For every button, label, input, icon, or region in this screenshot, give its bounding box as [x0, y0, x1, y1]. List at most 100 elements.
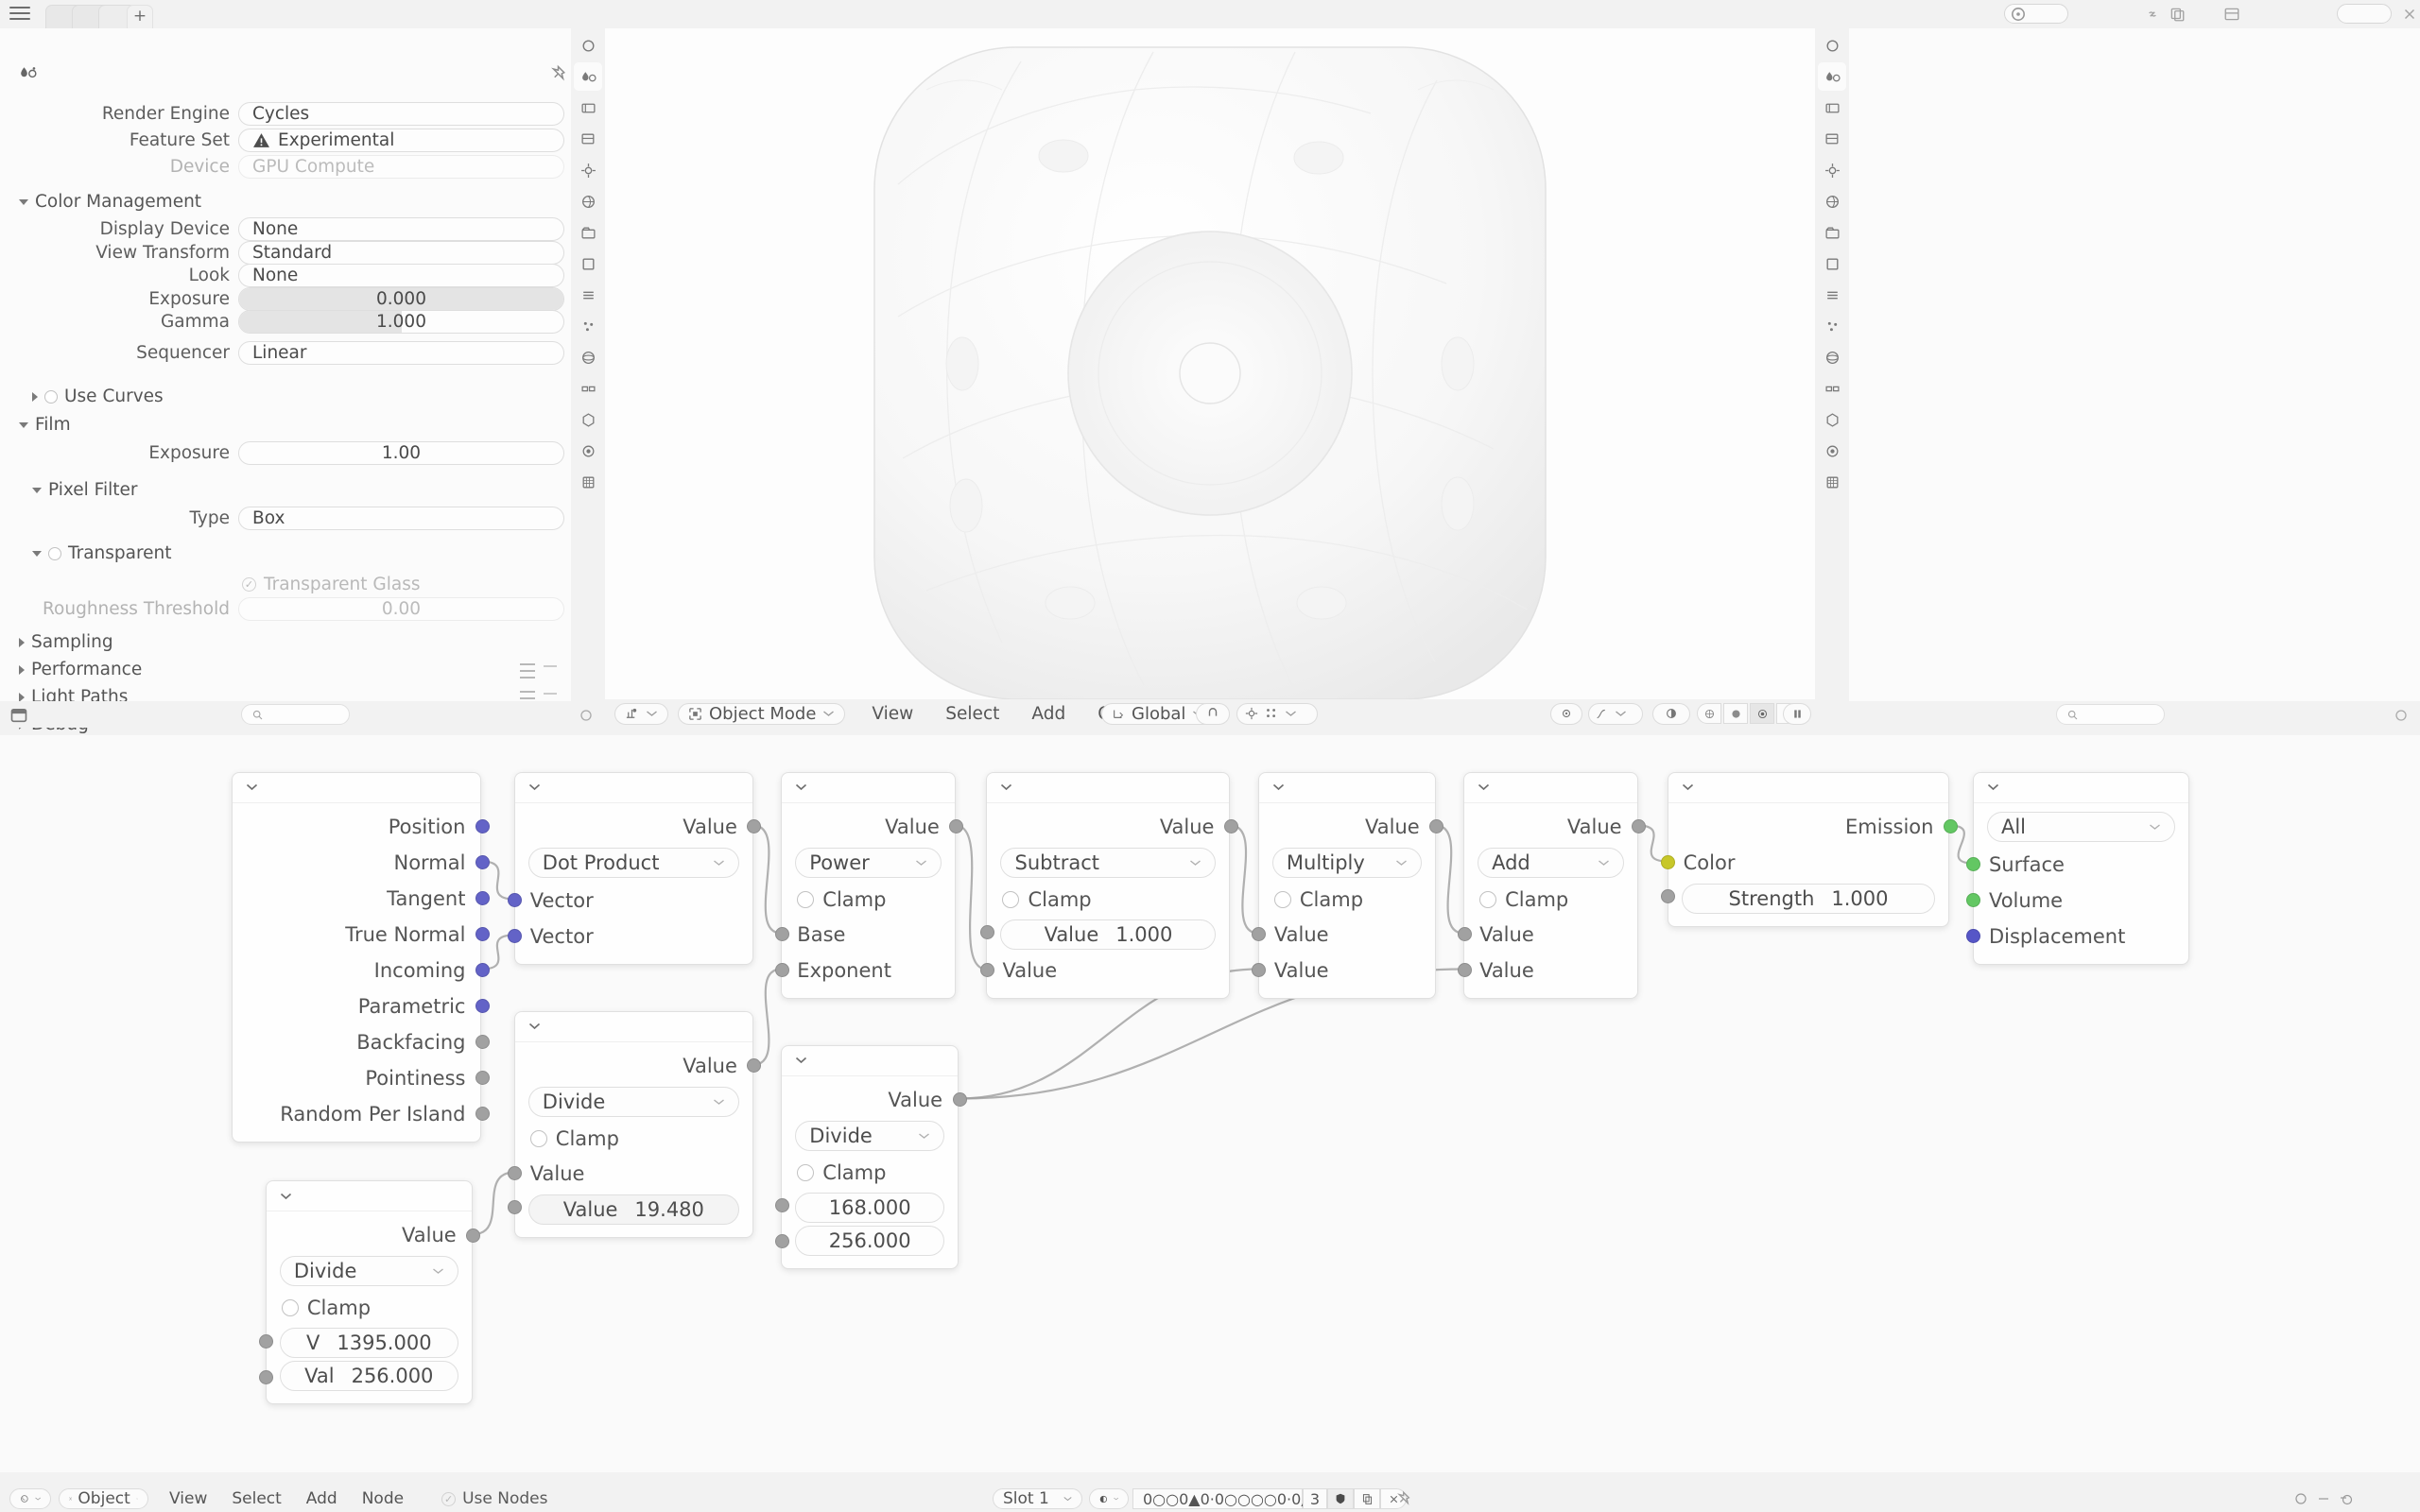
chevron-down-icon[interactable] — [280, 1193, 292, 1200]
node-operation-dropdown[interactable]: Dot Product — [527, 847, 739, 878]
shading-type-selector[interactable] — [9, 1488, 51, 1509]
node-output-row[interactable]: Tangent — [233, 881, 481, 917]
section-performance[interactable]: Performance — [19, 660, 142, 679]
node-header[interactable] — [514, 1012, 752, 1042]
output-socket-parametric[interactable] — [475, 999, 490, 1013]
material-users-count[interactable]: 3 — [1303, 1488, 1327, 1509]
input-socket-1[interactable] — [774, 963, 789, 977]
node-input-row[interactable]: Vector — [515, 883, 752, 919]
node-output-row[interactable]: Position — [233, 809, 481, 845]
output-socket-value[interactable] — [747, 819, 762, 833]
node-output-row[interactable]: Value — [1259, 809, 1435, 845]
properties-tab-collection[interactable] — [1818, 218, 1846, 247]
node-output-row[interactable]: Normal — [233, 845, 481, 881]
input-socket-1[interactable] — [508, 929, 523, 943]
properties-tab-tool[interactable] — [574, 31, 602, 60]
output-socket-value[interactable] — [1429, 819, 1444, 833]
properties-tab-output[interactable] — [574, 94, 602, 122]
node-header[interactable] — [514, 773, 752, 803]
output-socket-random-per-island[interactable] — [475, 1107, 490, 1121]
node-header[interactable] — [1464, 773, 1637, 803]
node-header[interactable] — [987, 773, 1230, 803]
input-socket-1[interactable] — [508, 1200, 523, 1215]
output-socket-value[interactable] — [949, 819, 964, 833]
node-menu-view[interactable]: View — [169, 1489, 208, 1508]
node-geometry[interactable]: Position Normal Tangent True Normal Inco… — [231, 771, 490, 1143]
copy-scene-icon[interactable] — [2169, 6, 2186, 23]
filter-icon[interactable] — [579, 707, 594, 722]
node-operation-dropdown[interactable]: Multiply — [1271, 847, 1422, 878]
input-socket-0[interactable] — [1966, 857, 1981, 871]
shading-wireframe-button[interactable] — [1697, 703, 1721, 724]
properties-tab-material[interactable] — [574, 437, 602, 465]
properties-search-input-left[interactable] — [241, 704, 350, 725]
3d-viewport[interactable] — [605, 28, 1815, 714]
input-socket-1[interactable] — [979, 963, 994, 977]
new-material-icon[interactable] — [1354, 1488, 1380, 1509]
hamburger-menu-icon[interactable] — [9, 7, 30, 22]
node-input-row[interactable]: Value — [1464, 917, 1637, 953]
node-divide3[interactable]: Value Divide Clamp V 1395.000 Val 256.000 — [259, 1180, 481, 1405]
node-output-row[interactable]: Parametric — [233, 988, 481, 1024]
node-header[interactable] — [266, 1181, 472, 1212]
properties-tab-constraint[interactable] — [1818, 374, 1846, 403]
field-film-exposure[interactable]: 1.00 — [238, 441, 564, 465]
properties-tab-particles[interactable] — [1818, 312, 1846, 340]
viewport-menu-select[interactable]: Select — [945, 703, 1000, 724]
properties-tab-physics[interactable] — [574, 343, 602, 371]
output-socket-incoming[interactable] — [475, 963, 490, 977]
node-clamp-toggle[interactable]: Clamp — [1464, 883, 1637, 917]
input-socket-0[interactable] — [508, 1166, 523, 1181]
output-socket-position[interactable] — [475, 819, 490, 833]
node-editor-canvas[interactable]: Position Normal Tangent True Normal Inco… — [0, 735, 2420, 1472]
node-output-row[interactable]: Backfacing — [233, 1024, 481, 1060]
clamp-radio[interactable] — [1002, 890, 1020, 908]
interaction-mode-selector[interactable]: Object Mode — [678, 702, 846, 725]
properties-tab-constraint[interactable] — [574, 374, 602, 403]
properties-tab-scene[interactable] — [574, 156, 602, 184]
node-value-field[interactable]: Value 1.000 — [1000, 919, 1217, 950]
node-input-row[interactable]: Value — [1259, 953, 1435, 988]
proportional-edit-icon[interactable] — [1550, 702, 1582, 725]
shading-material-button[interactable] — [1750, 703, 1774, 724]
node-power[interactable]: Value Power Clamp Base Exponent — [774, 771, 964, 999]
node-operation-dropdown[interactable]: Divide — [279, 1256, 458, 1287]
node-output-row[interactable]: Value — [1464, 809, 1637, 845]
node-clamp-toggle[interactable]: Clamp — [987, 883, 1229, 917]
node-input-row[interactable]: Vector — [515, 919, 752, 954]
properties-tab-modifier[interactable] — [574, 281, 602, 309]
node-output-row[interactable]: Value — [515, 809, 752, 845]
node-output-row[interactable]: Emission — [1668, 809, 1949, 845]
node-output-row[interactable]: True Normal — [233, 917, 481, 953]
node-input-row[interactable]: Value — [987, 953, 1229, 988]
properties-tab-texture[interactable] — [1818, 468, 1846, 496]
node-value-field[interactable]: 168.000 — [795, 1192, 945, 1223]
node-output-row[interactable]: Value — [515, 1048, 752, 1084]
properties-tab-data[interactable] — [1818, 405, 1846, 434]
properties-tab-texture[interactable] — [574, 468, 602, 496]
properties-tab-data[interactable] — [574, 405, 602, 434]
field-device[interactable]: GPU Compute — [238, 155, 564, 179]
input-socket-2[interactable] — [1966, 929, 1981, 943]
node-input-row[interactable]: Value — [1464, 953, 1637, 988]
node-value-field[interactable]: 256.000 — [795, 1225, 945, 1256]
clamp-radio[interactable] — [1273, 890, 1291, 908]
use-nodes-toggle[interactable]: ✓ Use Nodes — [441, 1489, 547, 1508]
node-emission[interactable]: Emission Color Strength 1.000 — [1661, 771, 1958, 927]
node-divide1[interactable]: Value Divide Clamp Value Value 19.480 — [508, 1010, 762, 1238]
browse-material-button[interactable] — [1089, 1488, 1129, 1509]
input-socket-0[interactable] — [979, 925, 994, 939]
node-operation-dropdown[interactable]: Subtract — [1000, 847, 1217, 878]
viewport-menu-view[interactable]: View — [872, 703, 914, 724]
chevron-down-icon[interactable] — [1478, 783, 1490, 791]
chevron-down-icon[interactable] — [528, 783, 541, 791]
output-socket-value[interactable] — [1632, 819, 1647, 833]
properties-tab-world[interactable] — [1818, 187, 1846, 215]
viewport-menu-add[interactable]: Add — [1031, 703, 1066, 724]
section-sampling[interactable]: Sampling — [19, 632, 113, 652]
node-menu-select[interactable]: Select — [232, 1489, 282, 1508]
properties-tab-render[interactable] — [1818, 62, 1846, 91]
section-pixel-filter[interactable]: Pixel Filter — [32, 480, 138, 500]
input-socket-1[interactable] — [1252, 963, 1267, 977]
node-input-row[interactable]: Value — [515, 1156, 752, 1192]
